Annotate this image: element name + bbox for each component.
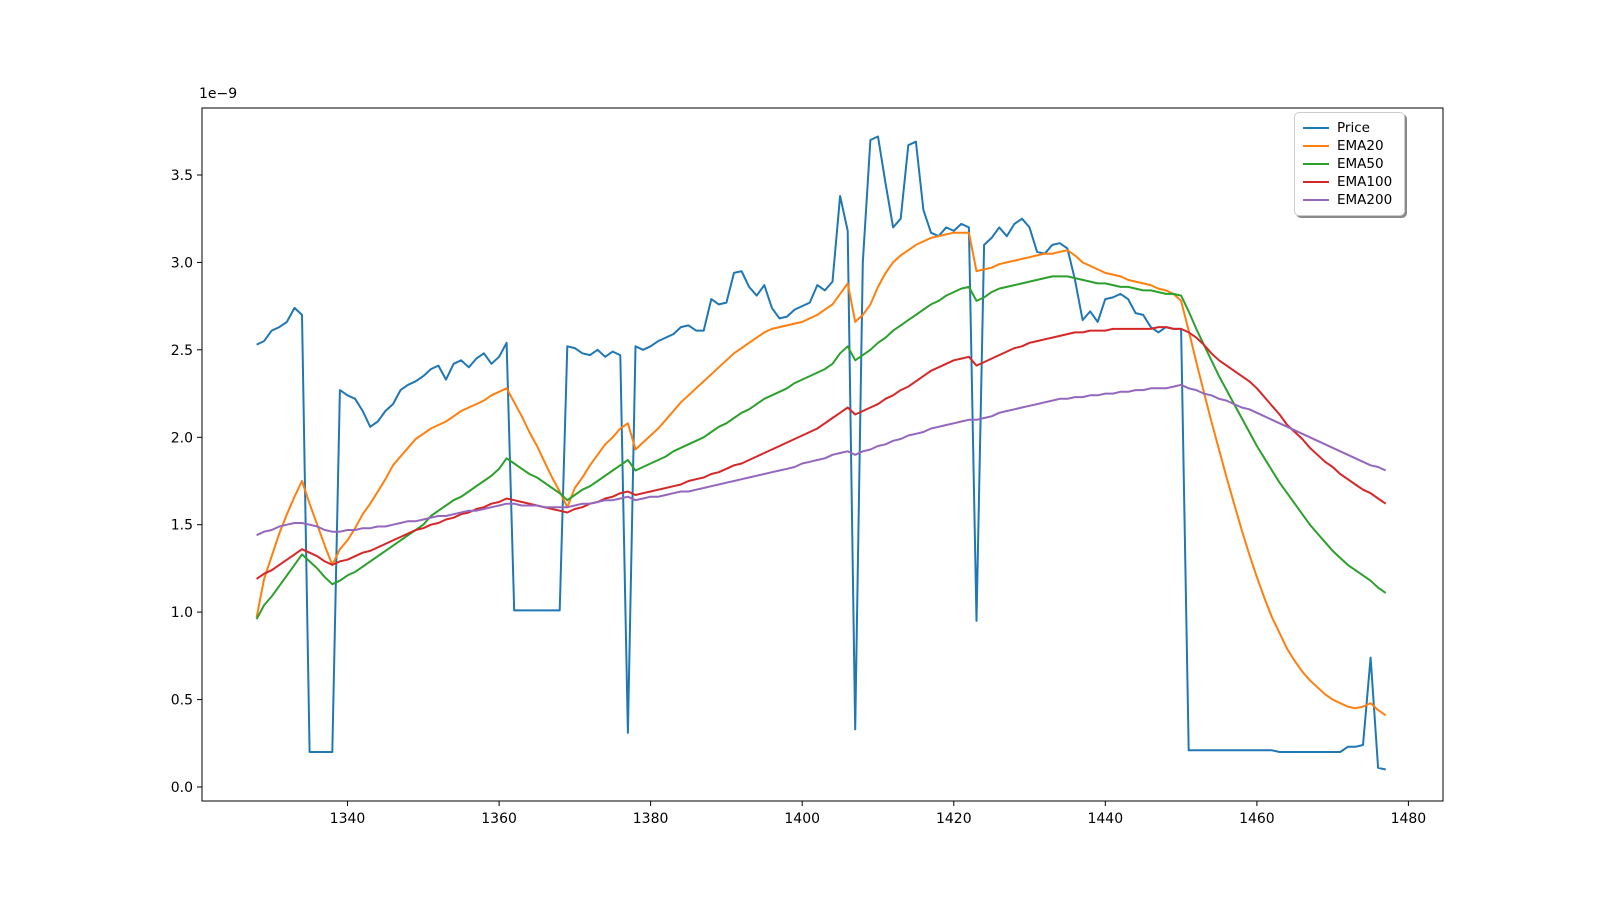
legend-item-ema50: EMA50: [1303, 155, 1396, 173]
x-tick-label: 1380: [633, 811, 669, 827]
y-tick-label: 0.0: [171, 780, 193, 796]
y-tick-label: 3.0: [171, 255, 193, 271]
x-tick-label: 1480: [1391, 811, 1427, 827]
series-line-ema200: [256, 383, 1387, 537]
y-tick-label: 0.5: [171, 693, 193, 709]
y-tick-label: 1.0: [171, 605, 193, 621]
y-tick-label: 2.0: [171, 430, 193, 446]
legend-item-ema20: EMA20: [1303, 137, 1396, 155]
series-line-ema20: [255, 231, 1387, 717]
legend-label: EMA100: [1337, 174, 1393, 190]
series-line-ema50: [255, 275, 1387, 620]
legend-label: EMA50: [1337, 156, 1384, 172]
series-line-price: [256, 135, 1386, 771]
legend-line-sample: [1303, 145, 1329, 147]
legend-label: Price: [1337, 120, 1370, 136]
legend: Price EMA20 EMA50 EMA100 EMA200: [1294, 112, 1405, 216]
plot-border: [201, 107, 1444, 802]
legend-label: EMA20: [1337, 138, 1384, 154]
legend-item-ema200: EMA200: [1303, 191, 1396, 209]
y-tick-label: 3.5: [171, 168, 193, 184]
y-axis-offset-label: 1e−9: [199, 86, 238, 102]
x-tick-label: 1400: [784, 811, 820, 827]
legend-line-sample: [1303, 163, 1329, 165]
x-tick-label: 1460: [1239, 811, 1275, 827]
legend-line-sample: [1303, 199, 1329, 201]
x-tick-label: 1340: [330, 811, 366, 827]
legend-label: EMA200: [1337, 192, 1393, 208]
y-tick-label: 2.5: [171, 343, 193, 359]
legend-line-sample: [1303, 181, 1329, 183]
x-tick-label: 1360: [481, 811, 517, 827]
x-tick-label: 1420: [936, 811, 972, 827]
y-tick-label: 1.5: [171, 518, 193, 534]
legend-item-ema100: EMA100: [1303, 173, 1396, 191]
series-line-ema100: [256, 326, 1387, 580]
legend-line-sample: [1303, 127, 1329, 129]
x-tick-label: 1440: [1087, 811, 1123, 827]
legend-item-price: Price: [1303, 119, 1396, 137]
